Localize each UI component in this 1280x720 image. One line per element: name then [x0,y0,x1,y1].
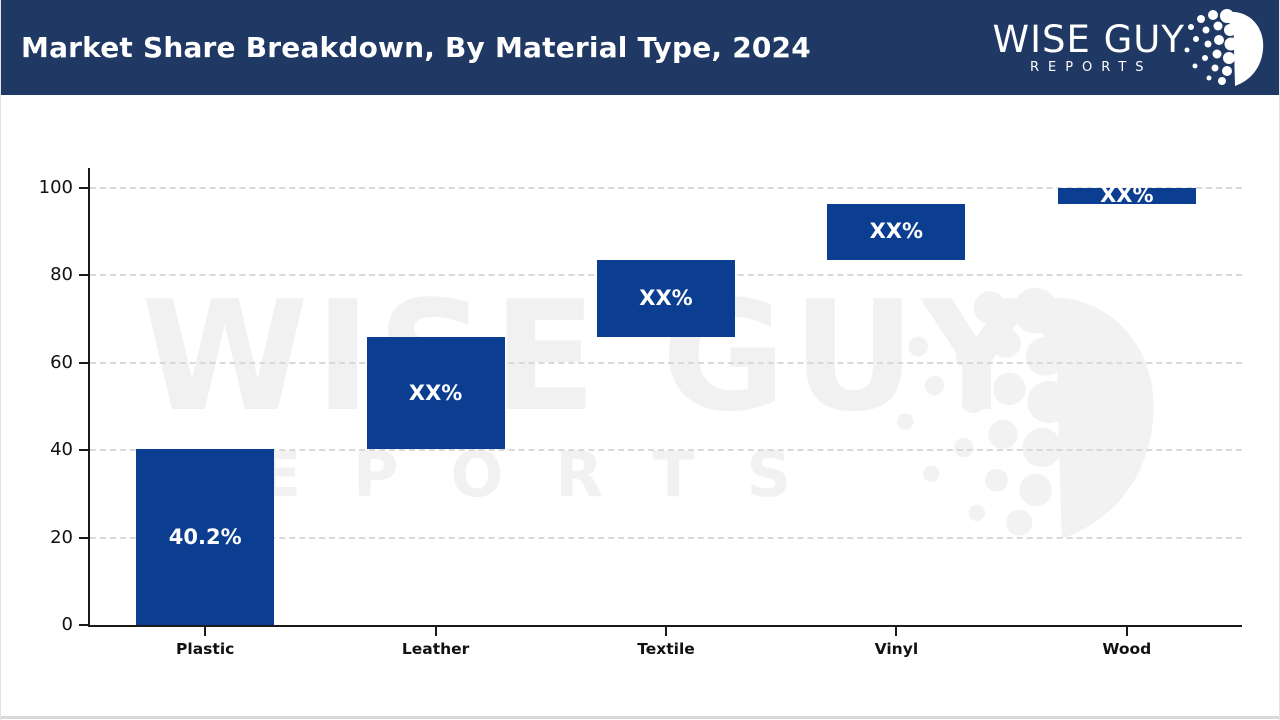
bar-leather: XX% [366,337,505,450]
brand-logo-text: WISE GUY REPORTS [992,17,1185,76]
x-tick-textile [665,627,667,636]
bar-value-label-wood: XX% [1100,183,1154,208]
gridline-60 [90,361,1242,364]
y-tick-label-0: 0 [61,614,73,635]
bar-value-label-textile: XX% [639,286,693,311]
x-category-label-textile: Textile [637,640,695,658]
bar-vinyl: XX% [827,203,966,261]
brand-name: WISE GUY [992,17,1185,61]
y-tick-0 [79,624,88,626]
x-category-label-leather: Leather [401,640,470,658]
y-tick-label-60: 60 [50,351,73,373]
bar-value-label-vinyl: XX% [869,219,924,244]
bar-value-label-leather: XX% [408,380,463,405]
y-tick-label-100: 100 [38,176,73,198]
y-tick-100 [79,186,88,189]
y-tick-80 [79,274,88,276]
x-tick-plastic [204,627,207,636]
x-category-label-wood: Wood [1102,640,1152,658]
brand-subname: REPORTS [1029,60,1153,76]
x-category-label-plastic: Plastic [176,640,235,658]
bar-wood: XX% [1057,183,1196,208]
x-axis-line [88,625,1242,627]
bottom-border [1,716,1279,719]
bar-plastic: 40.2% [136,449,275,625]
bar-textile: XX% [597,260,735,338]
gridline-100 [90,186,1242,189]
y-tick-label-40: 40 [50,439,73,460]
x-tick-wood [1125,627,1128,636]
x-tick-vinyl [895,627,898,636]
brand-logo: WISE GUY REPORTS [993,8,1267,88]
gridline-20 [90,536,1242,539]
y-tick-60 [79,361,88,364]
x-tick-leather [434,627,437,636]
y-tick-label-20: 20 [50,526,73,548]
bar-value-label-plastic: 40.2% [168,524,242,549]
gridline-40 [90,449,1242,451]
y-tick-40 [79,449,88,451]
chart-title: Market Share Breakdown, By Material Type… [21,31,811,64]
x-category-label-vinyl: Vinyl [874,640,919,658]
dot-face-icon [1184,9,1264,86]
y-tick-20 [79,536,88,539]
y-tick-label-80: 80 [50,264,73,285]
header-band: Market Share Breakdown, By Material Type… [1,0,1279,95]
y-axis-line [88,168,90,627]
